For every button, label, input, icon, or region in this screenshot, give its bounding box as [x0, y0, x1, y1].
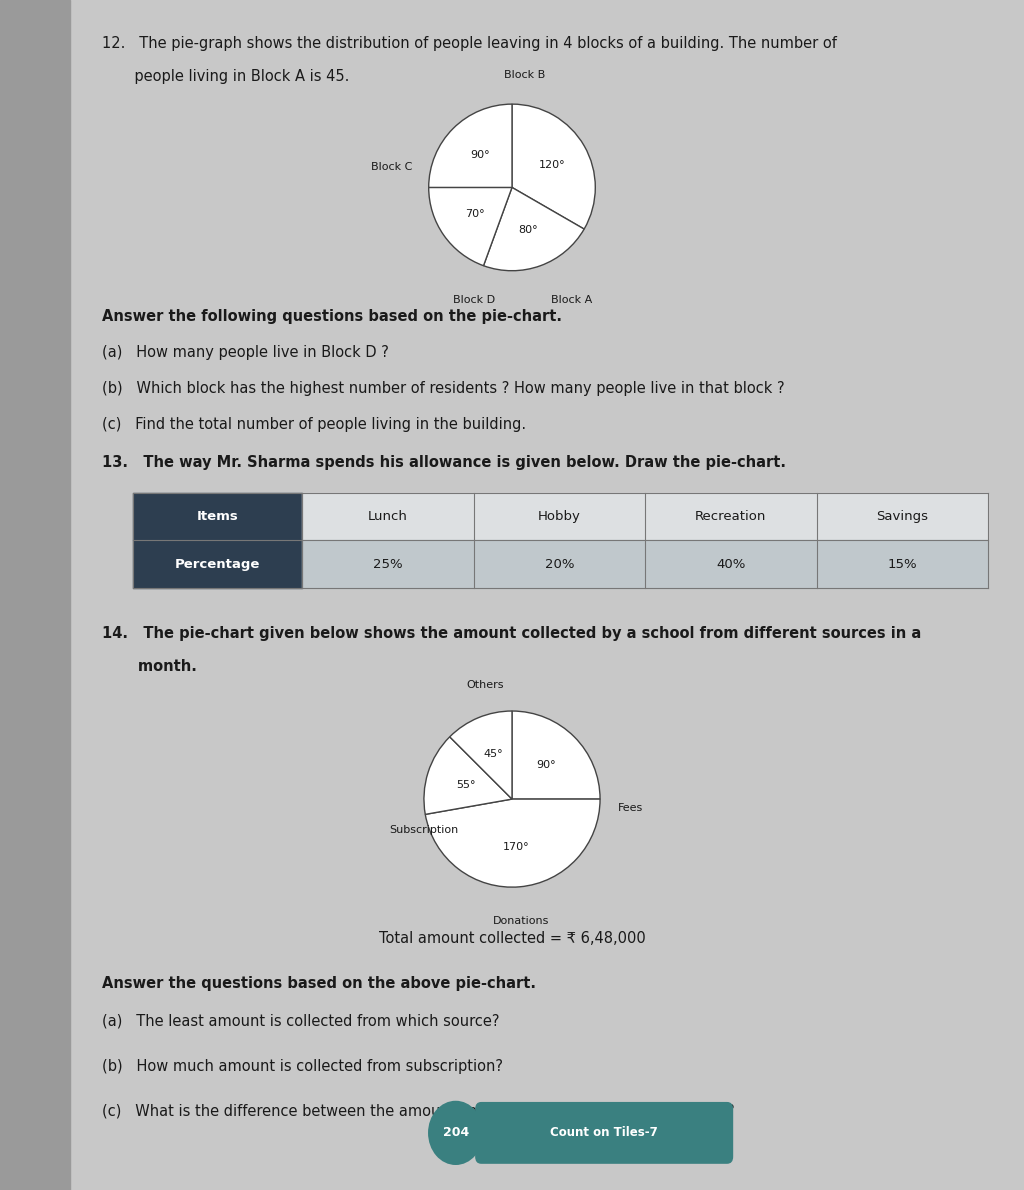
Text: Recreation: Recreation: [695, 511, 767, 522]
Wedge shape: [429, 105, 512, 187]
Bar: [302, 493, 473, 540]
Text: Answer the questions based on the above pie-chart.: Answer the questions based on the above …: [102, 976, 537, 991]
Text: 45°: 45°: [483, 750, 503, 759]
Wedge shape: [425, 800, 600, 887]
Text: 170°: 170°: [503, 843, 529, 852]
Wedge shape: [512, 105, 595, 230]
Text: Total amount collected = ₹ 6,48,000: Total amount collected = ₹ 6,48,000: [379, 931, 645, 946]
Text: Answer the following questions based on the pie-chart.: Answer the following questions based on …: [102, 309, 562, 325]
Text: 90°: 90°: [470, 150, 489, 159]
FancyBboxPatch shape: [475, 1102, 733, 1164]
Text: 204: 204: [442, 1127, 469, 1139]
Text: (b)   How much amount is collected from subscription?: (b) How much amount is collected from su…: [102, 1059, 504, 1075]
Text: Lunch: Lunch: [368, 511, 408, 522]
Text: Items: Items: [197, 511, 239, 522]
Text: 13.   The way Mr. Sharma spends his allowance is given below. Draw the pie-chart: 13. The way Mr. Sharma spends his allowa…: [102, 455, 786, 470]
Text: 70°: 70°: [465, 208, 484, 219]
Wedge shape: [429, 187, 512, 265]
Bar: [133, 493, 302, 540]
Text: 15%: 15%: [888, 558, 918, 570]
Text: Percentage: Percentage: [175, 558, 260, 570]
Text: Block A: Block A: [551, 295, 593, 305]
Text: (b)   Which block has the highest number of residents ? How many people live in : (b) Which block has the highest number o…: [102, 381, 785, 396]
Text: 80°: 80°: [518, 225, 538, 236]
Text: (a)   How many people live in Block D ?: (a) How many people live in Block D ?: [102, 345, 389, 361]
Text: 55°: 55°: [456, 779, 475, 789]
Text: Count on Tiles-7: Count on Tiles-7: [550, 1127, 658, 1139]
Text: 12.   The pie-graph shows the distribution of people leaving in 4 blocks of a bu: 12. The pie-graph shows the distribution…: [102, 36, 838, 51]
Bar: [0, 0, 70, 1190]
Text: Savings: Savings: [877, 511, 929, 522]
Wedge shape: [450, 712, 512, 800]
Bar: [817, 493, 988, 540]
Wedge shape: [512, 712, 600, 800]
Text: (c)   Find the total number of people living in the building.: (c) Find the total number of people livi…: [102, 416, 526, 432]
Text: 25%: 25%: [373, 558, 402, 570]
Text: Subscription: Subscription: [389, 825, 459, 835]
Bar: [645, 493, 817, 540]
Text: 14.   The pie-chart given below shows the amount collected by a school from diff: 14. The pie-chart given below shows the …: [102, 626, 922, 641]
Text: Donations: Donations: [493, 915, 549, 926]
Bar: [133, 540, 302, 588]
Bar: [817, 540, 988, 588]
Text: Fees: Fees: [618, 803, 643, 813]
Bar: [645, 540, 817, 588]
Bar: [473, 493, 645, 540]
Text: Block B: Block B: [504, 70, 545, 80]
Text: (c)   What is the difference between the amount collected from subscription and : (c) What is the difference between the a…: [102, 1104, 735, 1120]
Circle shape: [428, 1101, 483, 1165]
Text: 120°: 120°: [539, 159, 565, 169]
Text: 90°: 90°: [537, 760, 556, 770]
Text: month.: month.: [102, 659, 198, 675]
Wedge shape: [424, 737, 512, 814]
Bar: [302, 540, 473, 588]
Text: Block C: Block C: [371, 162, 412, 171]
Bar: [473, 540, 645, 588]
Wedge shape: [483, 187, 584, 270]
Text: Block D: Block D: [454, 295, 496, 305]
Text: people living in Block A is 45.: people living in Block A is 45.: [102, 69, 350, 84]
Text: Others: Others: [467, 679, 505, 690]
Text: 40%: 40%: [716, 558, 745, 570]
Text: 20%: 20%: [545, 558, 574, 570]
Text: Hobby: Hobby: [538, 511, 581, 522]
Text: (a)   The least amount is collected from which source?: (a) The least amount is collected from w…: [102, 1014, 500, 1029]
